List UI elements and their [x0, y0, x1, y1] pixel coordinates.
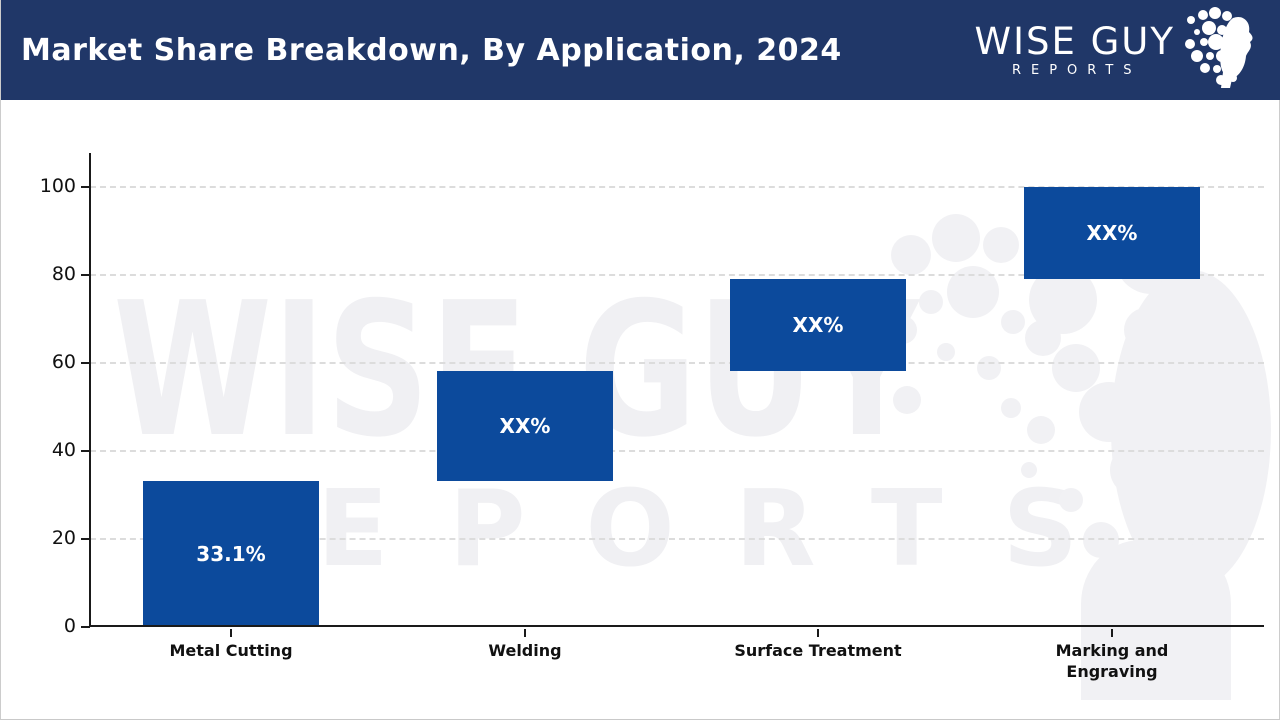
y-tick-mark	[81, 186, 90, 188]
x-axis-line	[89, 625, 1264, 627]
y-axis-line	[89, 153, 91, 627]
bar-segment: XX%	[437, 370, 613, 482]
x-tick-mark	[1111, 629, 1113, 637]
watermark-dot	[1001, 398, 1021, 418]
y-tick-label: 20	[51, 527, 76, 549]
brand-logo: WISE GUY REPORTS	[975, 6, 1255, 94]
y-tick-label: 60	[51, 351, 76, 373]
bar-value-label: XX%	[499, 414, 551, 439]
y-tick-mark	[81, 450, 90, 452]
gridline-y60	[90, 362, 1264, 364]
watermark-face-blob	[1111, 270, 1271, 590]
y-tick-label: 40	[51, 439, 76, 461]
y-tick-label: 0	[63, 615, 76, 637]
bar-segment: 33.1%	[143, 481, 319, 627]
gridline-y40	[90, 450, 1264, 452]
watermark-face-blob	[1081, 540, 1231, 700]
watermark-dot	[932, 214, 980, 262]
bar-value-label: 33.1%	[196, 542, 266, 567]
x-category-label: Marking and Engraving	[1055, 641, 1169, 681]
watermark-dot	[1025, 320, 1061, 356]
watermark-dot	[1052, 344, 1100, 392]
gridline-y20	[90, 538, 1264, 540]
gridline-y100	[90, 186, 1264, 188]
x-tick-mark	[817, 629, 819, 637]
watermark-dot	[919, 290, 943, 314]
x-category-label: Surface Treatment	[734, 641, 902, 660]
x-category-label: Welding	[488, 641, 562, 660]
brand-subname: REPORTS	[1011, 62, 1142, 78]
watermark-dot	[937, 343, 955, 361]
bar-segment: XX%	[1024, 187, 1200, 279]
y-tick-mark	[81, 274, 90, 276]
y-tick-mark	[81, 626, 90, 628]
watermark-text-line2: REPORTS	[176, 468, 1139, 590]
bar-segment: XX%	[730, 278, 906, 371]
x-tick-mark	[230, 629, 232, 637]
chart-plot-area: 0 20 40 60 80 100 33.1% Metal Cutting XX% Welding…	[1, 100, 1280, 720]
brand-logo-text: WISE GUY REPORTS	[975, 23, 1175, 78]
x-tick-mark	[524, 629, 526, 637]
y-tick-label: 80	[51, 263, 76, 285]
watermark-dot	[1027, 416, 1055, 444]
x-category-label: Metal Cutting	[169, 641, 293, 660]
watermark-dot	[1059, 488, 1083, 512]
watermark-dot	[1021, 462, 1037, 478]
watermark-dot	[891, 235, 931, 275]
watermark-dot	[893, 386, 921, 414]
watermark-dot	[977, 356, 1001, 380]
watermark-dot	[1001, 310, 1025, 334]
header: Market Share Breakdown, By Application, …	[1, 0, 1280, 100]
y-tick-label: 100	[39, 175, 76, 197]
y-tick-mark	[81, 538, 90, 540]
page-title: Market Share Breakdown, By Application, …	[21, 32, 842, 68]
gridline-y80	[90, 274, 1264, 276]
bar-value-label: XX%	[1086, 220, 1138, 245]
brand-name: WISE GUY	[974, 19, 1175, 63]
head-dots-icon	[1177, 6, 1255, 94]
watermark-dot	[983, 227, 1019, 263]
y-tick-mark	[81, 362, 90, 364]
bar-value-label: XX%	[792, 312, 844, 337]
